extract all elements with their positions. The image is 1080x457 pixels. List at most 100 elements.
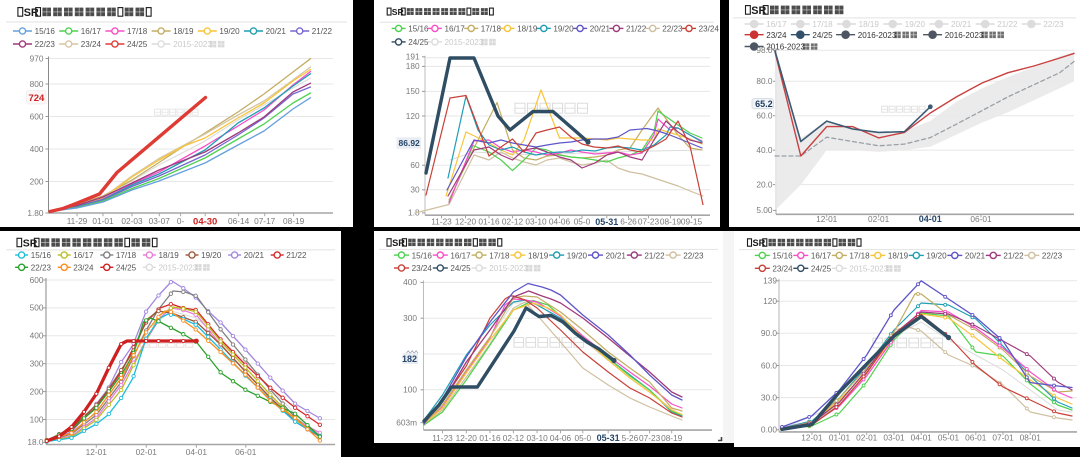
svg-text:SR: SR: [392, 7, 405, 17]
svg-text:6-26: 6-26: [620, 217, 637, 227]
svg-text:SR: SR: [751, 5, 766, 17]
svg-text:19/20: 19/20: [567, 251, 588, 260]
svg-text:724: 724: [28, 93, 45, 104]
svg-text:07-01: 07-01: [992, 433, 1014, 443]
svg-text:150: 150: [406, 86, 420, 96]
svg-text:2016-2023: 2016-2023: [858, 31, 897, 40]
svg-text:15/16: 15/16: [772, 252, 793, 261]
svg-text:500: 500: [30, 303, 44, 313]
svg-text:191: 191: [406, 52, 420, 62]
svg-text:16/17: 16/17: [766, 20, 787, 29]
svg-text:30: 30: [410, 185, 420, 195]
svg-text:04-30: 04-30: [193, 217, 217, 228]
svg-text:2015-2023: 2015-2023: [159, 264, 198, 273]
svg-text:139: 139: [763, 276, 777, 286]
svg-text:22/23: 22/23: [1043, 20, 1064, 29]
svg-text:17/18: 17/18: [116, 251, 137, 260]
svg-text:05-31: 05-31: [595, 217, 618, 227]
svg-text:11-23: 11-23: [431, 217, 452, 227]
svg-text:05-0: 05-0: [574, 433, 591, 443]
svg-text:20/21: 20/21: [244, 251, 265, 260]
svg-text:02-12: 02-12: [502, 217, 524, 227]
svg-text:06-14: 06-14: [228, 216, 250, 226]
svg-text:03-07: 03-07: [149, 216, 171, 226]
svg-text:06-01: 06-01: [970, 214, 992, 224]
svg-text:98.0: 98.0: [756, 45, 773, 55]
svg-text:04-06: 04-06: [550, 433, 572, 443]
svg-text:19/20: 19/20: [553, 25, 574, 34]
svg-text:23/24: 23/24: [699, 25, 720, 34]
svg-text:02-01: 02-01: [868, 214, 890, 224]
svg-text:12-20: 12-20: [455, 217, 477, 227]
svg-text:60.0: 60.0: [761, 360, 778, 370]
svg-text:08-01: 08-01: [1020, 433, 1042, 443]
svg-text:SR: SR: [392, 238, 405, 248]
svg-text:06-01: 06-01: [235, 447, 257, 457]
svg-text:23/24: 23/24: [766, 31, 787, 40]
svg-text:05-01: 05-01: [938, 433, 960, 443]
svg-text:09-15: 09-15: [681, 217, 703, 227]
svg-text:30.0: 30.0: [761, 392, 778, 402]
svg-text:06-01: 06-01: [965, 433, 987, 443]
svg-text:15/16: 15/16: [412, 251, 433, 260]
svg-text:2015-2023: 2015-2023: [489, 264, 528, 273]
svg-text:08-19: 08-19: [661, 433, 683, 443]
svg-text:200: 200: [30, 386, 44, 396]
svg-text:0.00: 0.00: [761, 425, 778, 435]
svg-text:17/18: 17/18: [127, 27, 148, 36]
svg-text:18/19: 18/19: [173, 27, 194, 36]
svg-text:100: 100: [30, 414, 44, 424]
svg-text:180: 180: [406, 61, 420, 71]
svg-text:19/20: 19/20: [219, 27, 240, 36]
svg-text:12-20: 12-20: [456, 433, 478, 443]
svg-text:200: 200: [30, 176, 44, 186]
svg-text:21/22: 21/22: [644, 251, 665, 260]
svg-text:600: 600: [30, 111, 44, 121]
svg-text:01-16: 01-16: [479, 433, 501, 443]
svg-text:23/24: 23/24: [412, 264, 433, 273]
svg-text:01-16: 01-16: [478, 217, 500, 227]
svg-text:24/25: 24/25: [450, 264, 471, 273]
svg-text:23/24: 23/24: [73, 264, 94, 273]
svg-text:90.0: 90.0: [761, 328, 778, 338]
svg-text:18/19: 18/19: [517, 25, 538, 34]
svg-text:15/16: 15/16: [408, 25, 429, 34]
svg-text:02-03: 02-03: [121, 216, 143, 226]
svg-text:22/23: 22/23: [1042, 252, 1063, 261]
svg-text:16/17: 16/17: [811, 252, 832, 261]
svg-text:20.0: 20.0: [756, 179, 773, 189]
svg-text:16/17: 16/17: [73, 251, 94, 260]
svg-text:11-29: 11-29: [67, 216, 88, 226]
svg-text:18/19: 18/19: [528, 251, 549, 260]
svg-text:24/25: 24/25: [408, 38, 429, 47]
svg-text:01-01: 01-01: [829, 433, 851, 443]
svg-text:18.0: 18.0: [27, 437, 44, 447]
svg-text:20/21: 20/21: [590, 25, 611, 34]
svg-text:17/18: 17/18: [489, 251, 510, 260]
svg-text:970: 970: [30, 53, 44, 63]
svg-text:40.0: 40.0: [756, 145, 773, 155]
svg-text:23/24: 23/24: [772, 265, 793, 274]
svg-text:17/18: 17/18: [481, 25, 502, 34]
svg-text:2015-2023: 2015-2023: [849, 265, 888, 274]
svg-text:16/17: 16/17: [445, 25, 466, 34]
svg-text:07-17: 07-17: [254, 216, 276, 226]
svg-text:01-01: 01-01: [92, 216, 114, 226]
svg-text:60: 60: [410, 160, 420, 170]
svg-text:07-23: 07-23: [638, 217, 660, 227]
svg-text:400: 400: [403, 277, 417, 287]
svg-text:19/20: 19/20: [926, 252, 947, 261]
svg-text:5-26: 5-26: [622, 433, 639, 443]
svg-text:2015-2023: 2015-2023: [445, 38, 484, 47]
svg-text:17/18: 17/18: [849, 252, 870, 261]
svg-text:21/22: 21/22: [997, 20, 1018, 29]
svg-text:20/21: 20/21: [266, 27, 287, 36]
svg-text:120: 120: [406, 111, 420, 121]
svg-text:16/17: 16/17: [81, 27, 102, 36]
svg-text:03-10: 03-10: [525, 217, 547, 227]
svg-text:21/22: 21/22: [286, 251, 307, 260]
svg-text:2016-2023: 2016-2023: [766, 43, 805, 52]
svg-text:5.00: 5.00: [756, 205, 773, 215]
svg-text:15/16: 15/16: [35, 27, 56, 36]
svg-text:02-12: 02-12: [503, 433, 525, 443]
